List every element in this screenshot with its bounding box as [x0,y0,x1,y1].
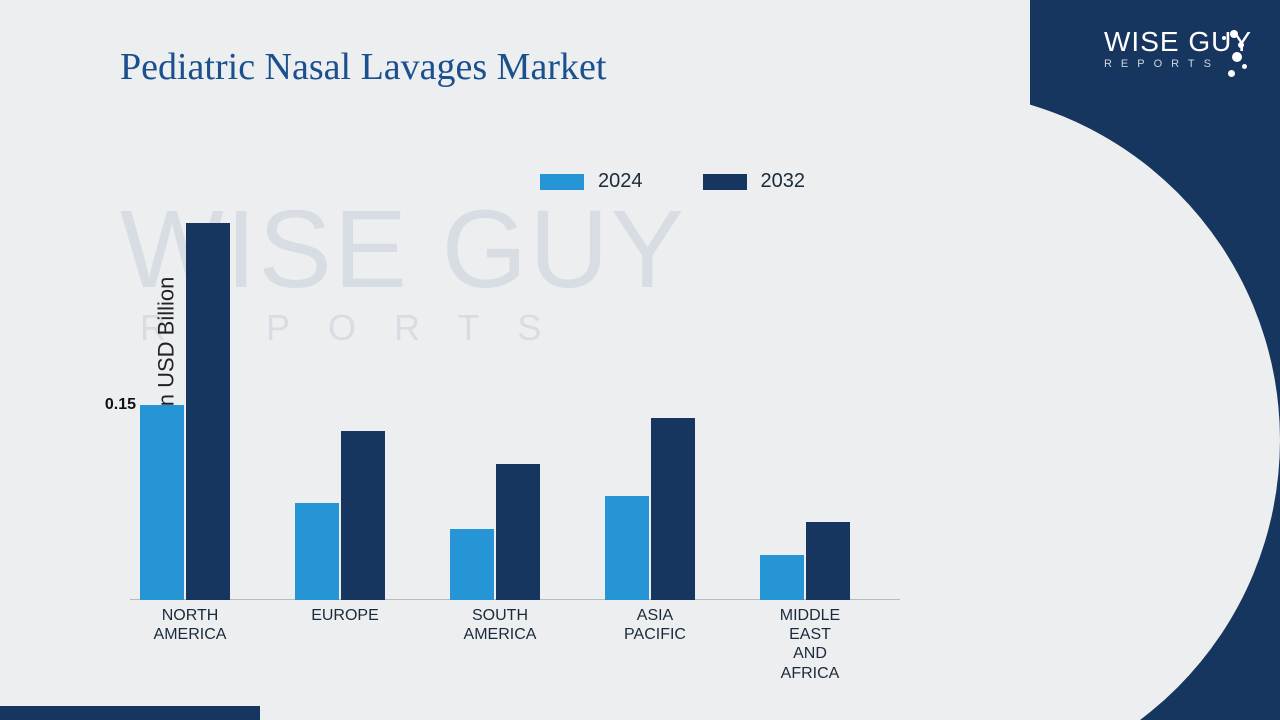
category-label: EUROPE [280,606,410,625]
legend-swatch-2032 [703,174,747,190]
bar [651,418,695,600]
chart-stage: WISE GUY REPORTS Pediatric Nasal Lavages… [0,0,1280,720]
bar: 0.15 [140,405,184,600]
brand-head-icon [1194,24,1256,86]
bar-chart: Market Size in USD Billion 0.15NORTHAMER… [100,210,900,600]
bar [295,503,339,601]
category-label: ASIAPACIFIC [590,606,720,644]
legend-label-2024: 2024 [598,170,643,193]
bar [186,223,230,600]
category-label: NORTHAMERICA [125,606,255,644]
bar [450,529,494,601]
legend-item-2032: 2032 [703,170,806,193]
legend: 2024 2032 [540,170,805,193]
category-label: MIDDLEEASTANDAFRICA [745,606,875,683]
legend-swatch-2024 [540,174,584,190]
bar-value-label: 0.15 [105,396,136,414]
bottom-decor-strip [0,706,260,720]
bar [605,496,649,600]
bar [496,464,540,601]
category-label: SOUTHAMERICA [435,606,565,644]
legend-label-2032: 2032 [761,170,806,193]
bar [806,522,850,600]
legend-item-2024: 2024 [540,170,643,193]
brand-logo: WISE GUY REPORTS [1104,28,1252,70]
bar [760,555,804,601]
plot-area: 0.15NORTHAMERICAEUROPESOUTHAMERICAASIAPA… [130,210,900,600]
chart-title: Pediatric Nasal Lavages Market [120,45,606,89]
bar [341,431,385,600]
